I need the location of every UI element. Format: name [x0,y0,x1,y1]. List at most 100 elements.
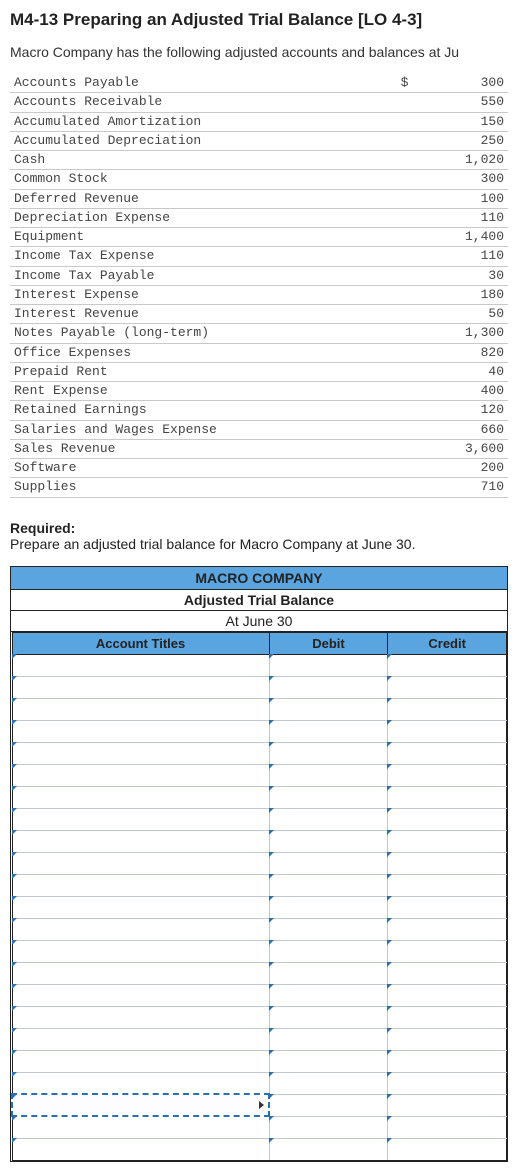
debit-cell[interactable] [269,1094,388,1116]
credit-cell[interactable] [388,830,507,852]
debit-cell[interactable] [269,984,388,1006]
account-title-cell[interactable] [12,742,269,764]
currency-symbol [319,151,409,170]
account-value: 660 [408,420,508,439]
debit-cell[interactable] [269,874,388,896]
account-value: 1,400 [408,228,508,247]
debit-cell[interactable] [269,654,388,676]
account-title-cell[interactable] [12,764,269,786]
debit-cell[interactable] [269,940,388,962]
credit-cell[interactable] [388,720,507,742]
debit-cell[interactable] [269,742,388,764]
debit-cell[interactable] [269,1006,388,1028]
col-header-account-titles: Account Titles [12,632,269,654]
credit-cell[interactable] [388,1028,507,1050]
trial-balance-row [12,786,507,808]
account-row: Rent Expense400 [10,382,508,401]
credit-cell[interactable] [388,786,507,808]
credit-cell[interactable] [388,874,507,896]
trial-balance-row [12,852,507,874]
account-title-cell[interactable] [12,1138,269,1160]
account-title-cell[interactable] [12,830,269,852]
account-title-cell[interactable] [12,1050,269,1072]
debit-cell[interactable] [269,852,388,874]
account-value: 110 [408,247,508,266]
credit-cell[interactable] [388,654,507,676]
debit-cell[interactable] [269,1050,388,1072]
debit-cell[interactable] [269,896,388,918]
account-name: Income Tax Expense [10,247,319,266]
account-row: Retained Earnings120 [10,401,508,420]
trial-balance-row [12,764,507,786]
credit-cell[interactable] [388,1006,507,1028]
account-title-cell[interactable] [12,654,269,676]
page-title: M4-13 Preparing an Adjusted Trial Balanc… [10,10,508,30]
account-title-cell[interactable] [12,676,269,698]
debit-cell[interactable] [269,1028,388,1050]
currency-symbol [319,305,409,324]
debit-cell[interactable] [269,808,388,830]
account-title-cell[interactable] [12,984,269,1006]
currency-symbol [319,112,409,131]
account-row: Office Expenses820 [10,343,508,362]
debit-cell[interactable] [269,1116,388,1138]
col-header-credit: Credit [388,632,507,654]
debit-cell[interactable] [269,962,388,984]
credit-cell[interactable] [388,918,507,940]
account-row: Equipment1,400 [10,228,508,247]
account-title-cell[interactable] [12,1072,269,1094]
account-title-cell[interactable] [12,808,269,830]
debit-cell[interactable] [269,918,388,940]
debit-cell[interactable] [269,676,388,698]
account-title-cell[interactable] [12,720,269,742]
trial-balance-row [12,830,507,852]
account-name: Notes Payable (long-term) [10,324,319,343]
credit-cell[interactable] [388,1116,507,1138]
debit-cell[interactable] [269,1138,388,1160]
credit-cell[interactable] [388,984,507,1006]
credit-cell[interactable] [388,676,507,698]
credit-cell[interactable] [388,764,507,786]
account-title-cell[interactable] [12,1094,269,1116]
debit-cell[interactable] [269,830,388,852]
debit-cell[interactable] [269,698,388,720]
trial-balance-row [12,1138,507,1160]
account-title-cell[interactable] [12,698,269,720]
account-row: Sales Revenue3,600 [10,439,508,458]
account-name: Office Expenses [10,343,319,362]
trial-balance-row [12,698,507,720]
account-title-cell[interactable] [12,896,269,918]
account-title-cell[interactable] [12,786,269,808]
account-title-cell[interactable] [12,874,269,896]
credit-cell[interactable] [388,808,507,830]
currency-symbol [319,93,409,112]
debit-cell[interactable] [269,720,388,742]
credit-cell[interactable] [388,1072,507,1094]
account-value: 550 [408,93,508,112]
trial-balance-row [12,1006,507,1028]
credit-cell[interactable] [388,1138,507,1160]
debit-cell[interactable] [269,1072,388,1094]
account-row: Accounts Receivable550 [10,93,508,112]
credit-cell[interactable] [388,1050,507,1072]
credit-cell[interactable] [388,698,507,720]
account-title-cell[interactable] [12,962,269,984]
credit-cell[interactable] [388,852,507,874]
credit-cell[interactable] [388,940,507,962]
debit-cell[interactable] [269,764,388,786]
credit-cell[interactable] [388,896,507,918]
account-title-cell[interactable] [12,1028,269,1050]
account-title-cell[interactable] [12,1116,269,1138]
account-title-cell[interactable] [12,1006,269,1028]
debit-cell[interactable] [269,786,388,808]
credit-cell[interactable] [388,1094,507,1116]
account-title-cell[interactable] [12,918,269,940]
currency-symbol [319,459,409,478]
account-title-cell[interactable] [12,940,269,962]
trial-balance-row [12,1050,507,1072]
account-row: Income Tax Payable30 [10,266,508,285]
credit-cell[interactable] [388,742,507,764]
credit-cell[interactable] [388,962,507,984]
trial-balance-row [12,1094,507,1116]
account-title-cell[interactable] [12,852,269,874]
